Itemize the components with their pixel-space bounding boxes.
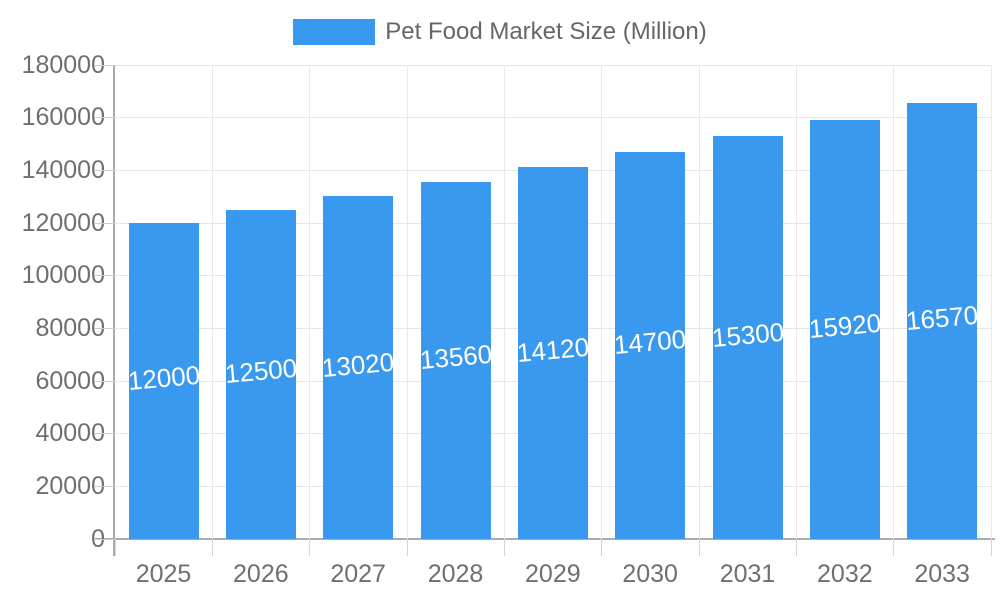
y-axis-label: 20000 bbox=[35, 471, 105, 500]
y-tick bbox=[95, 169, 115, 171]
bar-value-label: 130200 bbox=[323, 345, 394, 383]
gridline-y bbox=[115, 117, 991, 119]
x-axis-label: 2027 bbox=[330, 560, 386, 588]
bar-value-label: 153000 bbox=[712, 315, 783, 353]
y-axis-label: 100000 bbox=[21, 261, 105, 290]
x-tick bbox=[893, 539, 895, 556]
bar: 141200 bbox=[518, 167, 588, 539]
x-axis-label: 2033 bbox=[914, 560, 970, 588]
gridline-x bbox=[211, 65, 213, 539]
gridline-x bbox=[990, 65, 992, 539]
x-axis-label: 2032 bbox=[817, 560, 873, 588]
bar-value-label: 165700 bbox=[907, 298, 978, 336]
y-axis-label: 80000 bbox=[35, 313, 105, 342]
x-axis-label: 2025 bbox=[135, 560, 192, 588]
plot-area: 120000 125000 130200 135600 141200 147000 1530… bbox=[115, 64, 992, 539]
y-axis-label: 160000 bbox=[21, 103, 105, 132]
bar-value-label: 141200 bbox=[518, 330, 588, 369]
y-tick bbox=[95, 538, 115, 540]
y-axis-label: 140000 bbox=[21, 155, 105, 184]
bar-value-label: 147000 bbox=[615, 322, 686, 361]
x-tick bbox=[503, 539, 505, 556]
y-axis-label: 60000 bbox=[35, 366, 105, 395]
x-tick bbox=[211, 539, 213, 556]
bar: 159200 bbox=[810, 119, 880, 539]
y-axis-label: 180000 bbox=[21, 50, 105, 79]
bar: 165700 bbox=[907, 102, 978, 539]
bar: 135600 bbox=[420, 181, 491, 539]
y-tick bbox=[95, 64, 115, 66]
x-axis-label: 2028 bbox=[427, 560, 484, 588]
x-tick bbox=[114, 539, 116, 556]
gridline-x bbox=[698, 65, 700, 539]
x-axis-label: 2031 bbox=[719, 560, 776, 588]
y-tick bbox=[95, 327, 115, 329]
x-axis-label: 2030 bbox=[622, 560, 678, 588]
x-tick bbox=[990, 539, 992, 556]
gridline-x bbox=[893, 65, 895, 539]
y-tick bbox=[95, 485, 115, 487]
x-tick bbox=[309, 539, 311, 556]
x-axis-label: 2029 bbox=[525, 560, 581, 588]
legend-label[interactable]: Pet Food Market Size (Million) bbox=[385, 18, 707, 45]
y-tick bbox=[95, 380, 115, 382]
x-tick bbox=[795, 539, 797, 556]
bar: 120000 bbox=[128, 223, 199, 539]
gridline-x bbox=[503, 65, 505, 539]
bar-value-label: 135600 bbox=[420, 337, 491, 376]
bar: 153000 bbox=[712, 136, 783, 539]
bar: 125000 bbox=[226, 209, 296, 539]
y-axis-label: 120000 bbox=[21, 208, 105, 237]
gridline-y bbox=[115, 64, 991, 66]
bar-value-label: 120000 bbox=[128, 358, 199, 396]
gridline-x bbox=[601, 65, 603, 539]
y-tick bbox=[95, 222, 115, 224]
bar-value-label: 159200 bbox=[810, 306, 880, 345]
y-tick bbox=[95, 275, 115, 277]
bar: 130200 bbox=[323, 196, 394, 539]
y-tick bbox=[95, 433, 115, 435]
gridline-x bbox=[406, 65, 408, 539]
gridline-x bbox=[309, 65, 311, 539]
x-axis-label: 2026 bbox=[233, 560, 289, 588]
x-tick bbox=[698, 539, 700, 556]
x-tick bbox=[601, 539, 603, 556]
y-axis-line bbox=[113, 65, 115, 556]
bar-value-label: 125000 bbox=[226, 351, 296, 390]
legend[interactable]: Pet Food Market Size (Million) bbox=[0, 18, 1000, 46]
y-axis-label: 0 bbox=[91, 524, 105, 553]
x-axis-line bbox=[95, 538, 995, 540]
y-tick bbox=[95, 117, 115, 119]
x-tick bbox=[406, 539, 408, 556]
y-axis-label: 40000 bbox=[35, 419, 105, 448]
gridline-x bbox=[795, 65, 797, 539]
legend-swatch[interactable] bbox=[293, 19, 376, 45]
bar: 147000 bbox=[615, 151, 686, 539]
